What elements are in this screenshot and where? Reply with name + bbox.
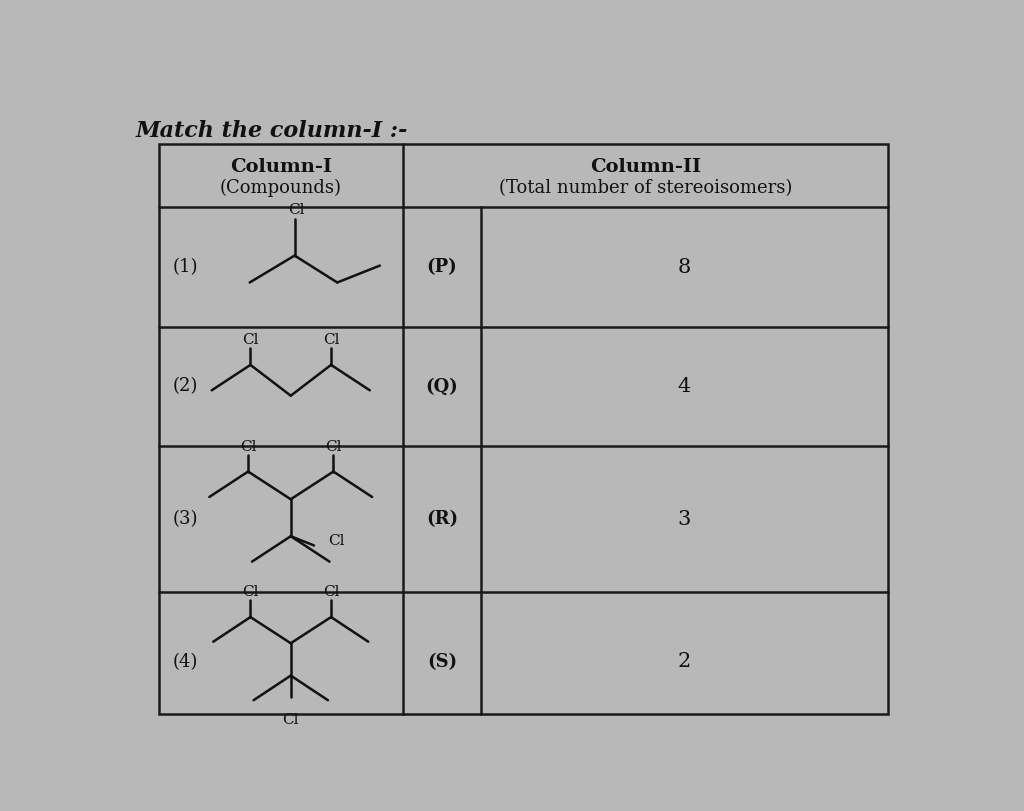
Text: Cl: Cl (288, 203, 304, 217)
Text: 2: 2 (678, 652, 690, 672)
Text: Match the column-I :-: Match the column-I :- (136, 120, 409, 142)
Text: (P): (P) (427, 258, 458, 276)
Text: (Total number of stereoisomers): (Total number of stereoisomers) (499, 179, 792, 197)
Text: (R): (R) (426, 510, 458, 528)
Text: Cl: Cl (328, 534, 344, 548)
Text: Cl: Cl (326, 440, 342, 454)
Text: Cl: Cl (243, 586, 259, 599)
Text: (2): (2) (173, 377, 199, 396)
Text: (Q): (Q) (426, 377, 459, 396)
Text: (1): (1) (173, 258, 199, 276)
Text: (Compounds): (Compounds) (220, 179, 342, 197)
Text: (3): (3) (173, 510, 199, 528)
Text: Cl: Cl (323, 586, 339, 599)
Text: 8: 8 (678, 258, 690, 277)
Text: Cl: Cl (240, 440, 256, 454)
Text: (4): (4) (173, 653, 199, 671)
Text: (S): (S) (427, 653, 457, 671)
Text: 3: 3 (677, 510, 691, 529)
Text: Column-II: Column-II (590, 157, 700, 176)
Text: Cl: Cl (243, 333, 259, 347)
Text: Column-I: Column-I (230, 157, 332, 176)
Text: Cl: Cl (283, 713, 299, 727)
Text: Cl: Cl (323, 333, 339, 347)
Text: 4: 4 (678, 377, 690, 396)
